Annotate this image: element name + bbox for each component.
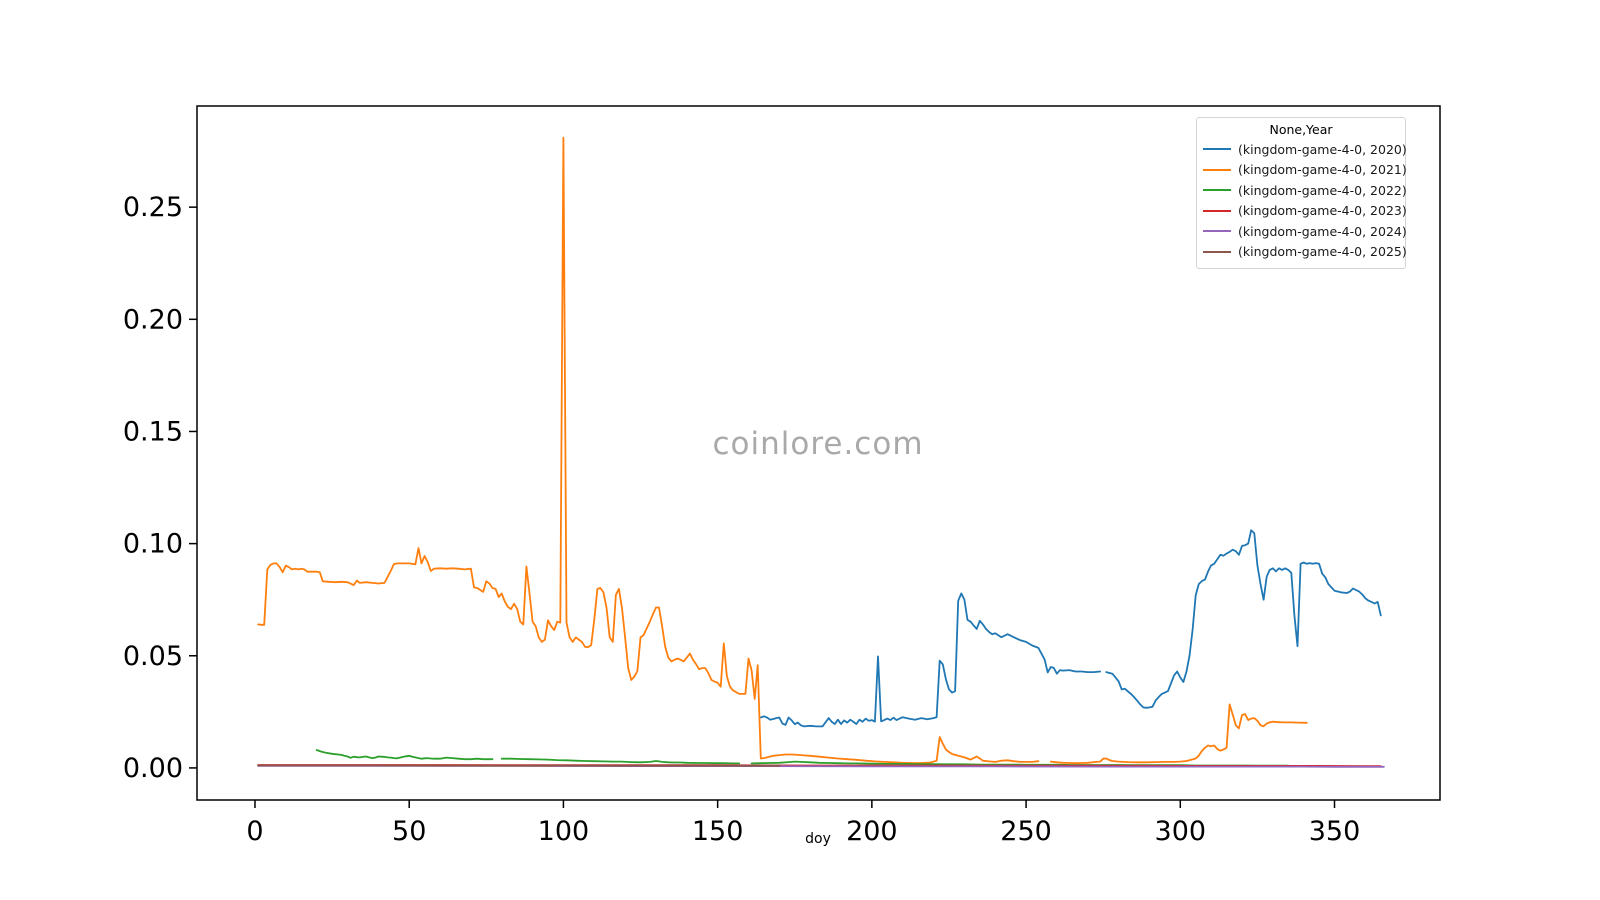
y-tick-label: 0.15 — [123, 416, 183, 447]
series-line-2021 — [1049, 703, 1308, 765]
series-line-2022 — [315, 749, 494, 761]
x-tick-label: 50 — [392, 816, 426, 847]
series-line-2020 — [1105, 529, 1382, 709]
x-tick-label: 350 — [1309, 816, 1361, 847]
legend-item: (kingdom-game-4-0, 2020) — [1203, 139, 1407, 160]
series-line-2020 — [759, 592, 1101, 728]
x-tick-label: 250 — [1000, 816, 1052, 847]
x-tick-label: 150 — [692, 816, 744, 847]
legend-items: (kingdom-game-4-0, 2020) (kingdom-game-4-… — [1203, 139, 1407, 263]
legend-label: (kingdom-game-4-0, 2024) — [1238, 223, 1407, 239]
y-tick-label: 0.20 — [123, 304, 183, 335]
series-line-2022 — [500, 757, 741, 765]
legend-label: (kingdom-game-4-0, 2025) — [1238, 244, 1407, 260]
legend-line-swatch — [1203, 250, 1231, 253]
watermark: coinlore.com — [712, 426, 924, 462]
y-tick-label: 0.10 — [123, 529, 183, 560]
legend-line-swatch — [1203, 148, 1231, 151]
x-axis-label: doy — [805, 831, 831, 847]
legend-title: None,Year — [1269, 122, 1333, 137]
legend-line-swatch — [1203, 209, 1231, 212]
legend-item: (kingdom-game-4-0, 2022) — [1203, 180, 1407, 201]
y-tick-label: 0.05 — [123, 641, 183, 672]
x-tick-label: 200 — [846, 816, 898, 847]
legend-label: (kingdom-game-4-0, 2021) — [1238, 162, 1407, 178]
legend-label: (kingdom-game-4-0, 2023) — [1238, 203, 1407, 219]
legend-label: (kingdom-game-4-0, 2022) — [1238, 182, 1407, 198]
legend-item: (kingdom-game-4-0, 2021) — [1203, 160, 1407, 181]
x-tick-label: 100 — [538, 816, 590, 847]
legend-label: (kingdom-game-4-0, 2020) — [1238, 141, 1407, 157]
legend: None,Year (kingdom-game-4-0, 2020) (kingd… — [1196, 117, 1407, 269]
legend-line-swatch — [1203, 168, 1231, 171]
legend-line-swatch — [1203, 230, 1231, 233]
legend-item: (kingdom-game-4-0, 2024) — [1203, 221, 1407, 242]
x-tick-label: 0 — [246, 816, 263, 847]
y-tick-label: 0.25 — [123, 192, 183, 223]
legend-item: (kingdom-game-4-0, 2025) — [1203, 242, 1407, 263]
y-tick-label: 0.00 — [123, 753, 183, 784]
axes-frame — [196, 105, 1441, 801]
legend-line-swatch — [1203, 189, 1231, 192]
x-tick-label: 300 — [1155, 816, 1207, 847]
series-line-2021 — [257, 136, 1040, 764]
legend-item: (kingdom-game-4-0, 2023) — [1203, 201, 1407, 222]
